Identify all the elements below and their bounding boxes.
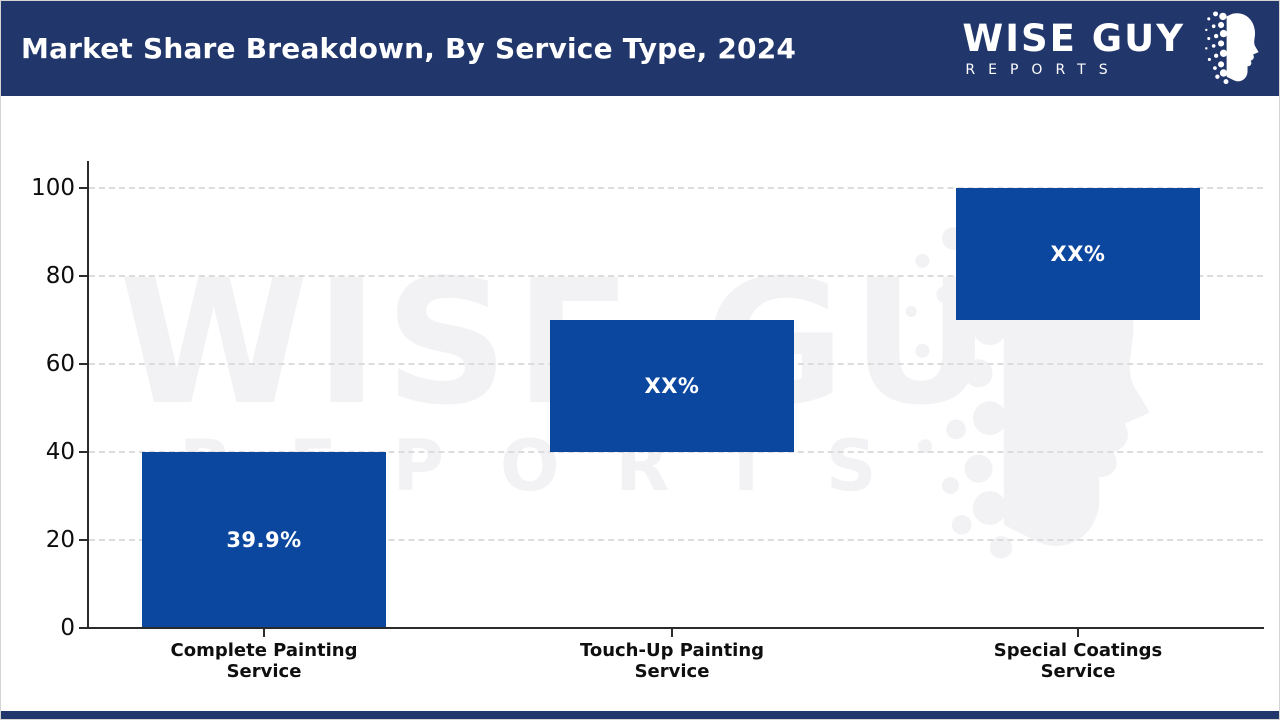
y-tick-mark <box>79 627 87 629</box>
category-label-line1: Complete Painting <box>170 640 358 661</box>
category-label: Special Coatings Service <box>918 640 1238 682</box>
footer-strip <box>1 711 1279 719</box>
category-label-line2: Service <box>1040 661 1116 683</box>
y-tick-label: 40 <box>45 439 75 465</box>
gridline <box>89 451 1263 453</box>
x-tick-mark <box>263 629 265 637</box>
y-tick-label: 80 <box>45 263 75 289</box>
y-tick-mark <box>79 275 87 277</box>
y-tick-label: 0 <box>60 615 75 641</box>
y-tick-label: 20 <box>45 527 75 553</box>
category-label: Touch-Up Painting Service <box>512 640 832 682</box>
gridline <box>89 539 1263 541</box>
category-label-line2: Service <box>634 661 710 683</box>
category-label-line1: Special Coatings <box>993 640 1163 661</box>
y-axis-line <box>87 161 89 629</box>
logo-subtitle: REPORTS <box>965 61 1121 78</box>
bar-value-label: 39.9% <box>226 528 302 553</box>
gridline <box>89 187 1263 189</box>
bar: XX% <box>550 320 794 452</box>
category-label-line2: Service <box>226 661 302 683</box>
bar-value-label: XX% <box>644 374 700 398</box>
x-axis-line <box>87 627 1264 629</box>
logo-text: WISE GUY REPORTS <box>962 20 1185 78</box>
logo-wordmark: WISE GUY <box>962 16 1185 60</box>
category-label: Complete Painting Service <box>104 640 424 682</box>
gridline <box>89 275 1263 277</box>
bar: 39.9% <box>142 452 386 628</box>
y-tick-mark <box>79 187 87 189</box>
bar: XX% <box>956 188 1200 320</box>
y-tick-mark <box>79 363 87 365</box>
y-tick-mark <box>79 539 87 541</box>
bar-value-label: XX% <box>1050 242 1106 266</box>
y-tick-label: 60 <box>45 351 75 377</box>
x-tick-mark <box>671 629 673 637</box>
y-tick-mark <box>79 451 87 453</box>
logo-face-icon <box>1205 10 1259 84</box>
page-title: Market Share Breakdown, By Service Type,… <box>21 32 797 65</box>
x-tick-mark <box>1077 629 1079 637</box>
category-label-line1: Touch-Up Painting <box>579 640 765 661</box>
wise-guy-reports-logo: WISE GUY REPORTS <box>962 9 1263 89</box>
y-tick-label: 100 <box>31 175 75 201</box>
header-bar: Market Share Breakdown, By Service Type,… <box>1 1 1279 96</box>
